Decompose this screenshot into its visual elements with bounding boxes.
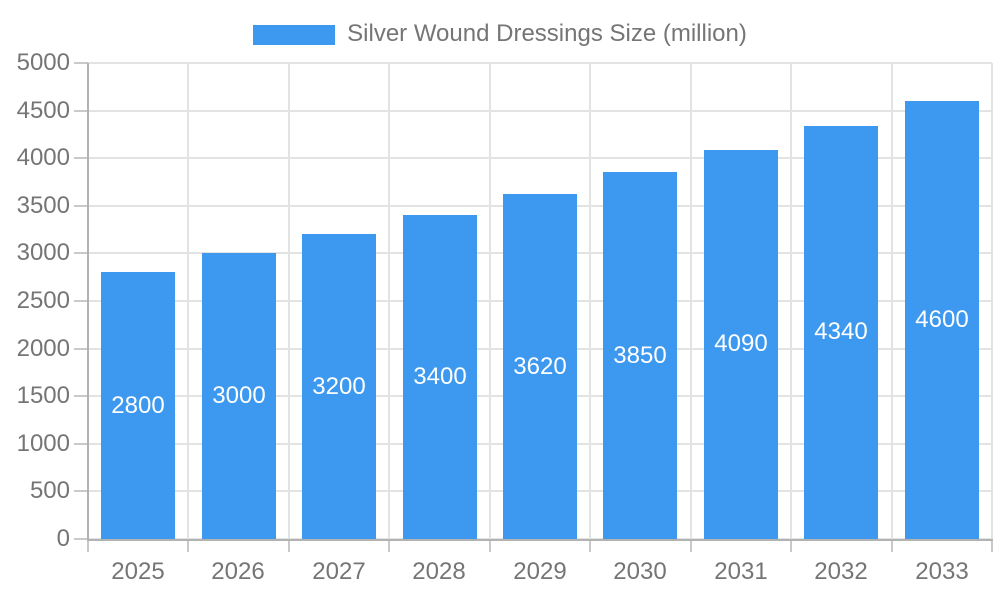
chart-legend[interactable]: Silver Wound Dressings Size (million) xyxy=(0,20,1000,48)
y-axis-tick xyxy=(74,538,88,540)
x-axis-tick xyxy=(87,541,89,552)
y-axis-tick xyxy=(74,252,88,254)
bar-2031[interactable] xyxy=(704,150,778,539)
legend-label: Silver Wound Dressings Size (million) xyxy=(347,20,747,47)
bar-value-label: 4340 xyxy=(814,318,868,345)
gridline-vertical xyxy=(690,63,692,539)
y-axis-tick xyxy=(74,205,88,207)
y-axis-tick xyxy=(74,62,88,64)
y-axis-label: 1000 xyxy=(16,430,70,457)
y-axis-label: 500 xyxy=(29,477,70,504)
x-axis-label: 2028 xyxy=(412,558,466,585)
y-axis-label: 5000 xyxy=(16,49,70,76)
x-axis-tick xyxy=(489,541,491,552)
bar-value-label: 4090 xyxy=(714,330,768,357)
y-axis-label: 4500 xyxy=(16,97,70,124)
gridline-vertical xyxy=(288,63,290,539)
gridline-vertical xyxy=(489,63,491,539)
y-axis-label: 2000 xyxy=(16,335,70,362)
x-axis-label: 2033 xyxy=(915,558,969,585)
y-axis-line xyxy=(87,63,89,541)
x-axis-tick xyxy=(991,541,993,552)
x-axis-label: 2030 xyxy=(613,558,667,585)
bar-value-label: 3400 xyxy=(413,363,467,390)
x-axis-tick xyxy=(790,541,792,552)
gridline-vertical xyxy=(187,63,189,539)
x-axis-tick xyxy=(288,541,290,552)
x-axis-label: 2031 xyxy=(714,558,768,585)
gridline-horizontal xyxy=(88,157,992,159)
x-axis-tick xyxy=(388,541,390,552)
bar-2030[interactable] xyxy=(603,172,677,539)
bar-value-label: 3620 xyxy=(513,353,567,380)
gridline-vertical xyxy=(991,63,993,539)
bar-2025[interactable] xyxy=(101,272,175,539)
x-axis-tick xyxy=(187,541,189,552)
bar-2029[interactable] xyxy=(503,194,577,539)
gridline-vertical xyxy=(388,63,390,539)
x-axis-tick xyxy=(891,541,893,552)
y-axis-label: 3000 xyxy=(16,239,70,266)
y-axis-tick xyxy=(74,157,88,159)
y-axis-tick xyxy=(74,348,88,350)
bar-2032[interactable] xyxy=(804,126,878,539)
bar-value-label: 3200 xyxy=(312,373,366,400)
y-axis-label: 4000 xyxy=(16,144,70,171)
legend-swatch xyxy=(253,25,336,45)
bar-2028[interactable] xyxy=(403,215,477,539)
y-axis-tick xyxy=(74,110,88,112)
bar-value-label: 4600 xyxy=(915,306,969,333)
x-axis-label: 2032 xyxy=(814,558,868,585)
x-axis-label: 2027 xyxy=(312,558,366,585)
y-axis-tick xyxy=(74,490,88,492)
gridline-vertical xyxy=(790,63,792,539)
x-axis-label: 2029 xyxy=(513,558,567,585)
bar-value-label: 2800 xyxy=(111,392,165,419)
y-axis-label: 0 xyxy=(56,525,70,552)
x-axis-label: 2026 xyxy=(211,558,265,585)
bar-2026[interactable] xyxy=(202,253,276,539)
y-axis-tick xyxy=(74,443,88,445)
y-axis-tick xyxy=(74,395,88,397)
x-axis-line xyxy=(87,539,993,541)
gridline-vertical xyxy=(891,63,893,539)
y-axis-tick xyxy=(74,300,88,302)
gridline-vertical xyxy=(589,63,591,539)
bar-value-label: 3850 xyxy=(613,342,667,369)
x-axis-label: 2025 xyxy=(111,558,165,585)
y-axis-label: 1500 xyxy=(16,382,70,409)
y-axis-label: 3500 xyxy=(16,192,70,219)
gridline-horizontal xyxy=(88,110,992,112)
bar-2027[interactable] xyxy=(302,234,376,539)
bar-2033[interactable] xyxy=(905,101,979,539)
x-axis-tick xyxy=(589,541,591,552)
bar-value-label: 3000 xyxy=(212,382,266,409)
x-axis-tick xyxy=(690,541,692,552)
y-axis-label: 2500 xyxy=(16,287,70,314)
gridline-horizontal xyxy=(88,62,992,64)
